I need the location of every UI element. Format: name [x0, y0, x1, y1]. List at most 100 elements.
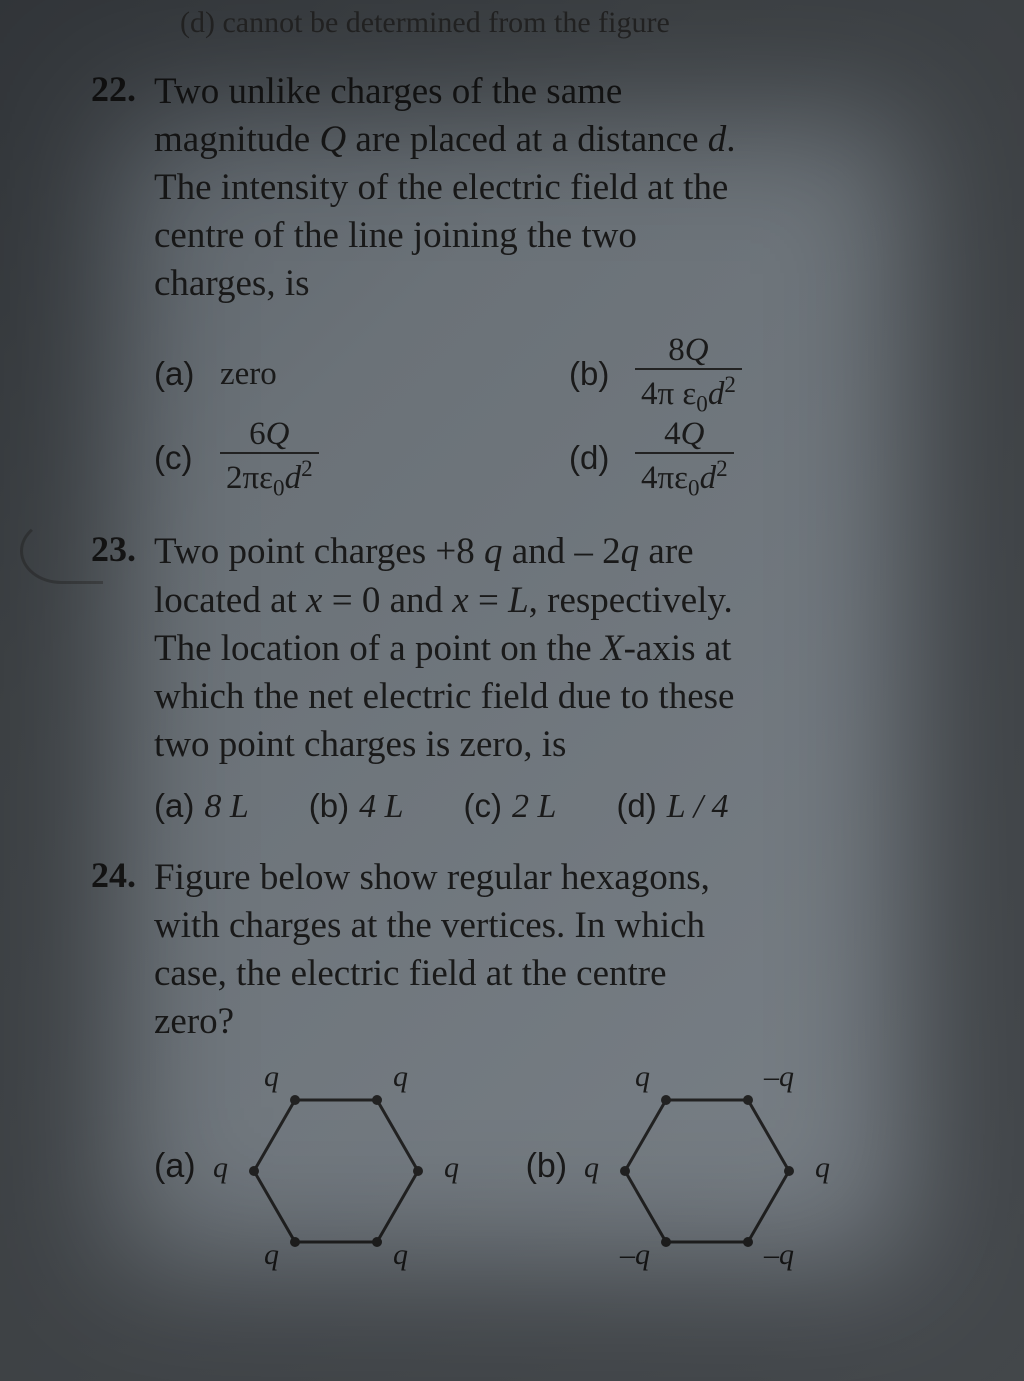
denominator-d: d [700, 460, 717, 496]
option-a: (a) zero [154, 332, 569, 416]
option-value: 8 L [204, 788, 248, 826]
denominator-pre: 4π ε [641, 376, 696, 412]
text-line: charges, is [154, 263, 310, 304]
text-line: Two unlike charges of the same [154, 71, 622, 112]
svg-text:q: q [393, 1238, 408, 1271]
option-d: (d) L / 4 [616, 787, 728, 826]
denominator-pre: 2πε [226, 460, 273, 496]
question-number: 24. [90, 854, 136, 896]
numerator-Q: Q [266, 416, 290, 452]
text-line: are placed at a distance [346, 119, 708, 160]
question-text: Figure below show regular hexagons, with… [154, 854, 984, 1046]
option-b: (b) 4 L [309, 787, 404, 826]
option-label: (c) [154, 439, 206, 477]
option-label: (a) [154, 355, 206, 393]
text-line: are [639, 531, 693, 572]
var-x: x [306, 580, 322, 621]
option-label: (a) [154, 787, 194, 825]
text-line: The location of a point on the [154, 628, 601, 669]
option-value: 2 L [512, 788, 556, 826]
text-line: Figure below show regular hexagons, [154, 857, 710, 898]
question-number: 23. [90, 528, 136, 570]
d-power: 2 [724, 371, 736, 397]
denominator-pre: 4πε [641, 460, 688, 496]
hexagon-diagram-b: q –q q –q –q q [577, 1056, 837, 1276]
hexagon-diagram-a: q q q q q q [206, 1056, 466, 1276]
svg-text:–q: –q [763, 1238, 794, 1271]
option-label: (b) [526, 1147, 568, 1186]
option-b: (b) 8Q 4π ε0d2 [569, 332, 984, 416]
question-text: Two point charges +8 q and – 2q are loca… [154, 528, 984, 768]
svg-text:q: q [264, 1060, 279, 1093]
svg-text:q: q [815, 1151, 830, 1184]
option-label: (b) [569, 355, 621, 393]
d-power: 2 [716, 455, 728, 481]
option-label: (a) [154, 1147, 196, 1186]
text-line: = 0 and [322, 580, 452, 621]
text-line: and – 2 [502, 531, 620, 572]
var-q: q [484, 531, 503, 572]
text-line: located at [154, 580, 306, 621]
var-X: X [601, 628, 624, 669]
question-number: 22. [90, 68, 136, 110]
text-line: two point charges is zero, is [154, 724, 566, 765]
text-line: The intensity of the electric field at t… [154, 167, 728, 208]
var-d: d [708, 119, 727, 160]
svg-text:q: q [393, 1060, 408, 1093]
text-line: case, the electric field at the centre [154, 953, 667, 994]
eps-subscript: 0 [688, 474, 700, 500]
question-22: 22. Two unlike charges of the same magni… [90, 68, 984, 500]
question-24: 24. Figure below show regular hexagons, … [90, 854, 984, 1276]
numerator-Q: Q [681, 416, 705, 452]
denominator-d: d [708, 376, 725, 412]
svg-text:q: q [444, 1151, 459, 1184]
svg-text:q: q [264, 1238, 279, 1271]
var-Q: Q [319, 119, 346, 160]
svg-text:q: q [635, 1060, 650, 1093]
svg-text:q: q [213, 1151, 228, 1184]
option-c: (c) 6Q 2πε0d2 [154, 416, 569, 500]
option-text: zero [220, 356, 277, 393]
option-a: (a) 8 L [154, 787, 249, 826]
denominator-d: d [285, 460, 302, 496]
svg-text:q: q [584, 1151, 599, 1184]
eps-subscript: 0 [273, 474, 285, 500]
var-L: L [508, 580, 529, 621]
text-line: = [469, 580, 508, 621]
text-line: Two point charges +8 [154, 531, 475, 572]
option-b: (b) q –q q –q –q q [526, 1056, 838, 1276]
option-label: (c) [464, 787, 502, 825]
text-line: -axis at [624, 628, 732, 669]
text-line: zero? [154, 1001, 234, 1042]
prev-option-d: (d) cannot be determined from the figure [90, 0, 984, 40]
numerator-Q: Q [685, 332, 709, 368]
option-label: (d) [569, 439, 621, 477]
var-q: q [621, 531, 640, 572]
text-line: , respectively. [529, 580, 733, 621]
numerator-coeff: 8 [668, 332, 685, 368]
option-c: (c) 2 L [464, 787, 557, 826]
fraction: 6Q 2πε0d2 [220, 417, 319, 499]
option-label: (d) [616, 787, 656, 825]
numerator-coeff: 6 [249, 416, 266, 452]
option-value: 4 L [359, 788, 403, 826]
fraction: 4Q 4πε0d2 [635, 417, 734, 499]
text-line: with charges at the vertices. In which [154, 905, 705, 946]
option-value: L / 4 [667, 788, 729, 826]
option-label: (b) [309, 787, 349, 825]
option-d: (d) 4Q 4πε0d2 [569, 416, 984, 500]
text-line: magnitude [154, 119, 319, 160]
var-x: x [452, 580, 468, 621]
numerator-coeff: 4 [664, 416, 681, 452]
eps-subscript: 0 [696, 390, 708, 416]
option-a: (a) q q q q q q [154, 1056, 466, 1276]
text-line: . [726, 119, 735, 160]
text-line: which the net electric field due to thes… [154, 676, 734, 717]
question-text: Two unlike charges of the same magnitude… [154, 68, 984, 308]
question-23: 23. Two point charges +8 q and – 2q are … [90, 528, 984, 825]
text-line: centre of the line joining the two [154, 215, 637, 256]
fraction: 8Q 4π ε0d2 [635, 333, 742, 415]
svg-text:–q: –q [619, 1238, 650, 1271]
d-power: 2 [301, 455, 313, 481]
svg-text:–q: –q [763, 1060, 794, 1093]
